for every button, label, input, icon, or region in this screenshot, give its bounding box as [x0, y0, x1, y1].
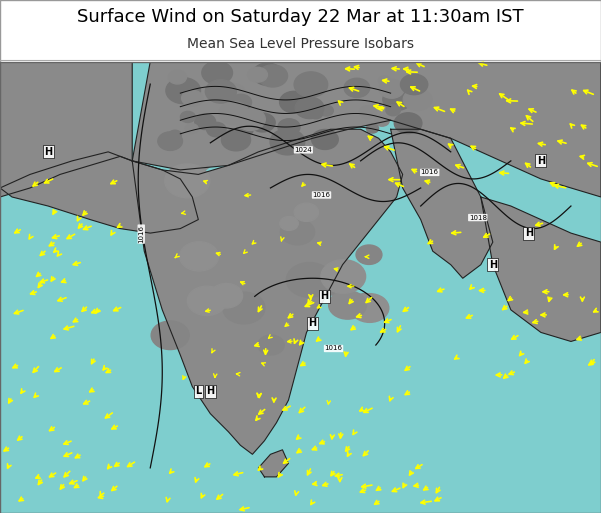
- Circle shape: [168, 70, 186, 84]
- Circle shape: [169, 130, 182, 140]
- Polygon shape: [0, 152, 198, 233]
- Circle shape: [383, 89, 412, 110]
- Circle shape: [375, 115, 389, 126]
- Circle shape: [180, 242, 219, 271]
- Circle shape: [236, 108, 265, 130]
- Text: 1016: 1016: [313, 192, 331, 198]
- Circle shape: [294, 72, 328, 97]
- Text: 1016: 1016: [138, 225, 144, 243]
- Text: H: H: [308, 319, 317, 328]
- Circle shape: [344, 78, 370, 97]
- Circle shape: [281, 210, 315, 235]
- Circle shape: [319, 105, 334, 116]
- Circle shape: [270, 129, 305, 155]
- Circle shape: [219, 102, 249, 125]
- Text: H: H: [537, 156, 545, 166]
- Text: H: H: [525, 228, 533, 238]
- Polygon shape: [132, 62, 601, 197]
- Circle shape: [151, 321, 189, 349]
- Circle shape: [182, 90, 203, 106]
- Circle shape: [323, 280, 344, 295]
- Circle shape: [350, 293, 389, 322]
- Text: 1016: 1016: [421, 169, 439, 175]
- Circle shape: [278, 119, 300, 135]
- Circle shape: [221, 129, 251, 151]
- Circle shape: [294, 203, 319, 222]
- Polygon shape: [258, 450, 288, 477]
- Circle shape: [202, 61, 233, 84]
- Circle shape: [321, 260, 365, 293]
- Text: L: L: [195, 386, 201, 396]
- Polygon shape: [0, 62, 132, 197]
- Circle shape: [186, 151, 212, 171]
- Text: 1024: 1024: [294, 147, 313, 153]
- Circle shape: [252, 63, 282, 85]
- Text: 1016: 1016: [325, 345, 343, 351]
- Polygon shape: [0, 62, 601, 513]
- Circle shape: [386, 105, 400, 116]
- Text: H: H: [44, 147, 52, 157]
- Circle shape: [223, 292, 265, 324]
- Circle shape: [240, 126, 253, 135]
- Circle shape: [309, 109, 323, 119]
- Circle shape: [403, 89, 432, 110]
- Circle shape: [356, 245, 382, 264]
- Circle shape: [185, 124, 198, 133]
- Circle shape: [166, 77, 201, 104]
- Circle shape: [206, 80, 236, 103]
- Circle shape: [367, 124, 379, 133]
- Circle shape: [230, 94, 252, 110]
- Text: Mean Sea Level Pressure Isobars: Mean Sea Level Pressure Isobars: [187, 37, 414, 51]
- Circle shape: [329, 291, 367, 319]
- Circle shape: [258, 335, 284, 355]
- Circle shape: [379, 76, 391, 85]
- Polygon shape: [481, 197, 601, 342]
- Circle shape: [400, 74, 428, 95]
- Circle shape: [349, 294, 382, 319]
- Circle shape: [180, 111, 195, 123]
- Circle shape: [188, 286, 227, 315]
- Circle shape: [379, 80, 404, 98]
- Circle shape: [219, 84, 245, 104]
- Text: H: H: [320, 291, 329, 301]
- Circle shape: [250, 113, 275, 132]
- Circle shape: [195, 114, 216, 130]
- Circle shape: [279, 91, 308, 113]
- Circle shape: [207, 122, 226, 137]
- Circle shape: [279, 216, 298, 230]
- Circle shape: [165, 164, 210, 198]
- Circle shape: [258, 65, 287, 87]
- Text: 1018: 1018: [469, 214, 487, 221]
- Circle shape: [312, 129, 338, 149]
- Circle shape: [281, 219, 314, 245]
- Text: H: H: [489, 260, 497, 270]
- Circle shape: [158, 132, 183, 150]
- Circle shape: [340, 188, 379, 217]
- Circle shape: [394, 113, 422, 133]
- Circle shape: [359, 106, 377, 119]
- Polygon shape: [132, 129, 403, 455]
- Circle shape: [295, 97, 324, 119]
- Circle shape: [210, 284, 243, 308]
- Circle shape: [248, 67, 267, 82]
- Polygon shape: [391, 129, 493, 278]
- Circle shape: [287, 263, 332, 297]
- Text: Surface Wind on Saturday 22 Mar at 11:30am IST: Surface Wind on Saturday 22 Mar at 11:30…: [77, 8, 524, 26]
- Text: H: H: [206, 386, 215, 396]
